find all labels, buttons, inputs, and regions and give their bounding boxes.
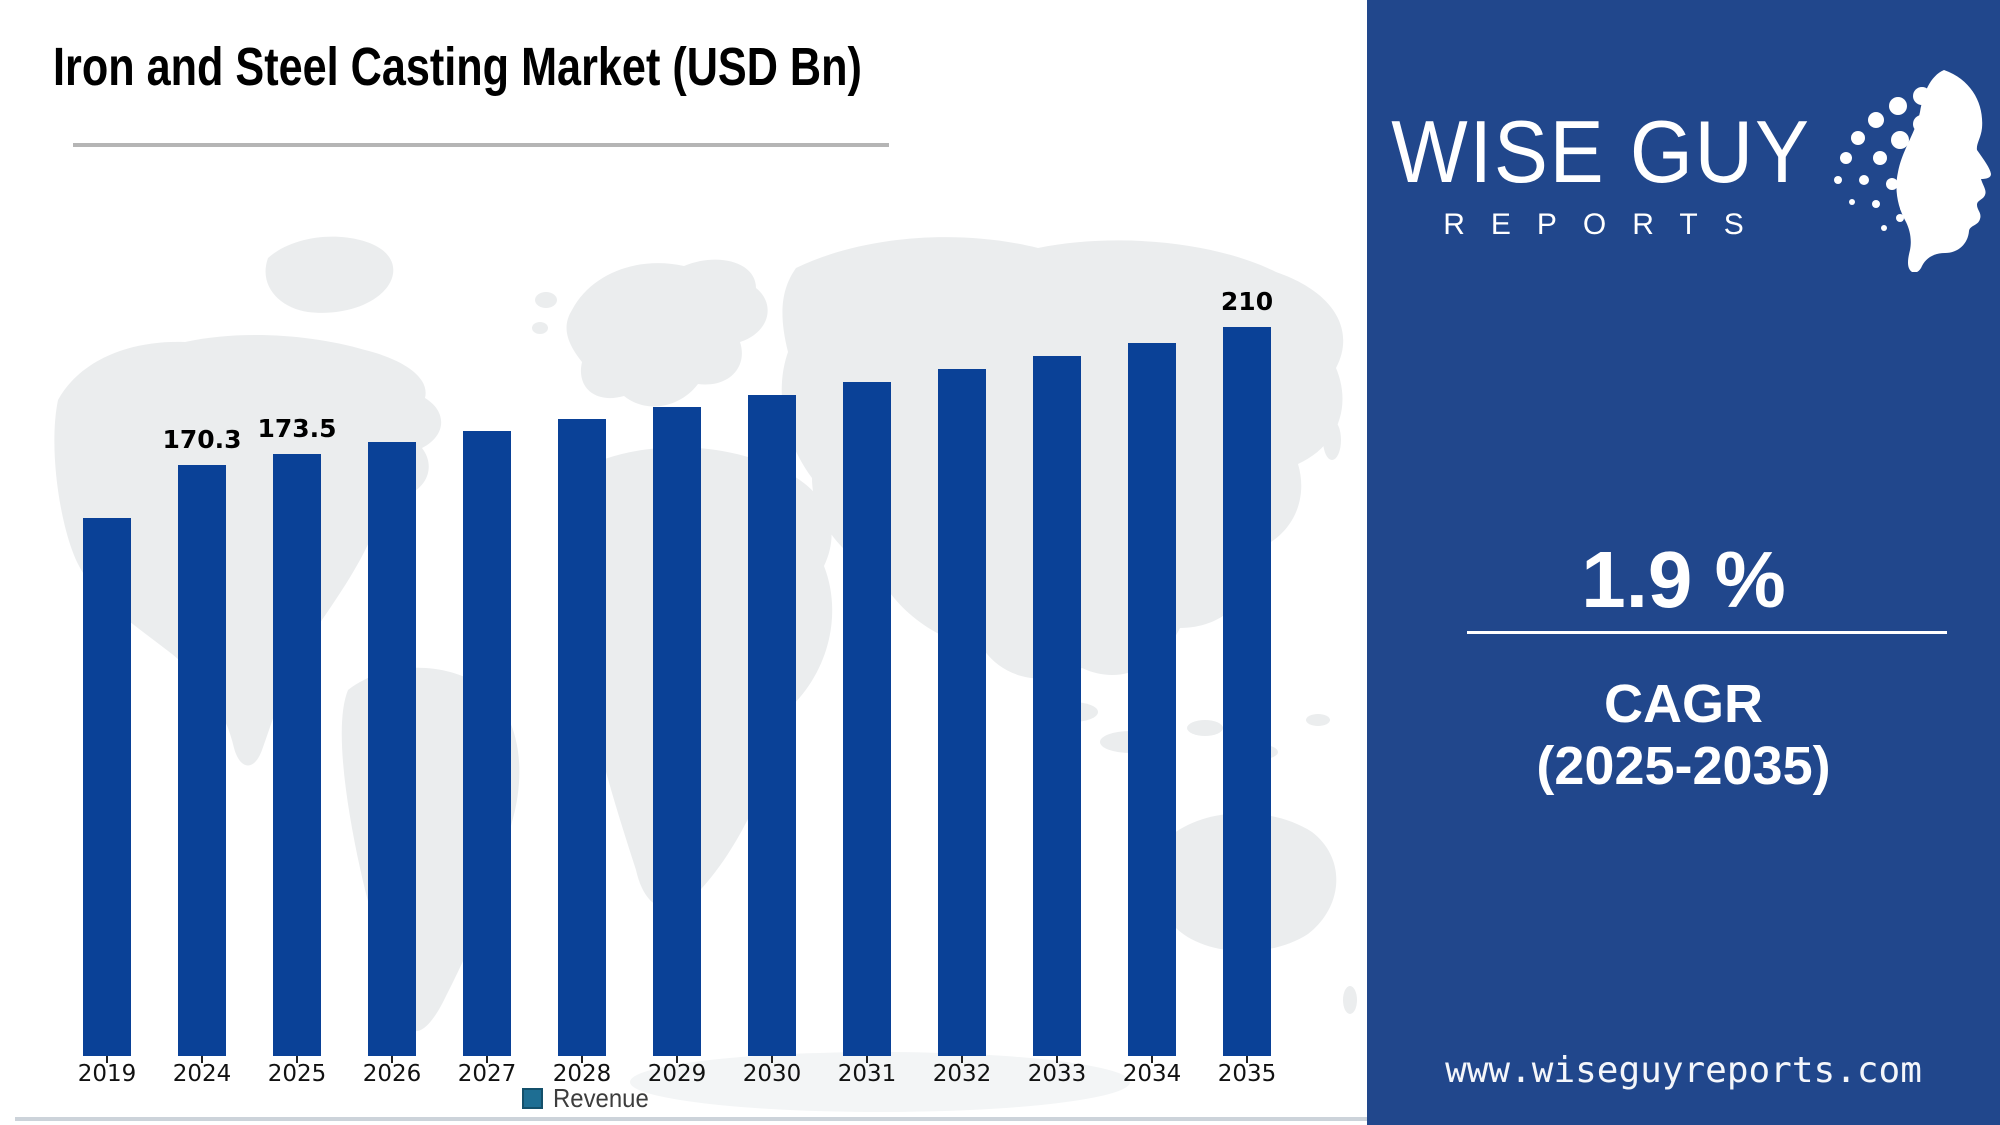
axis-year-label-2024: 2024 bbox=[172, 1061, 232, 1087]
legend-swatch-icon bbox=[522, 1088, 543, 1109]
axis-tick bbox=[1056, 1056, 1058, 1063]
axis-tick bbox=[866, 1056, 868, 1063]
bar-2025 bbox=[273, 454, 321, 1056]
logo-wordmark-line1: WISE GUY bbox=[1391, 102, 1812, 201]
right-panel: WISE GUY REPORTS 1.9 % bbox=[1367, 0, 2000, 1125]
cagr-label: CAGR (2025-2035) bbox=[1367, 674, 2000, 797]
axis-year-label-2034: 2034 bbox=[1122, 1061, 1182, 1087]
bar-2030 bbox=[748, 395, 796, 1056]
axis-tick bbox=[201, 1056, 203, 1063]
bar-value-label-2025: 173.5 bbox=[257, 414, 337, 443]
bar-chart: 2019 170.3 2024 173.5 2025 2026 2027 2028 2029 20… bbox=[77, 287, 1277, 1087]
axis-year-label-2025: 2025 bbox=[267, 1061, 327, 1087]
bar-value-label-2035: 210 bbox=[1220, 287, 1274, 316]
bar-2026 bbox=[368, 442, 416, 1056]
bottom-divider bbox=[15, 1117, 1367, 1121]
axis-year-label-2031: 2031 bbox=[837, 1061, 897, 1087]
logo-wordmark: WISE GUY REPORTS bbox=[1373, 108, 1829, 242]
axis-year-label-2029: 2029 bbox=[647, 1061, 707, 1087]
axis-tick bbox=[1151, 1056, 1153, 1063]
cagr-value: 1.9 % bbox=[1581, 535, 1786, 624]
page-title: Iron and Steel Casting Market (USD Bn) bbox=[53, 37, 862, 97]
bar-2027 bbox=[463, 431, 511, 1056]
cagr-divider bbox=[1467, 631, 1947, 634]
axis-year-label-2030: 2030 bbox=[742, 1061, 802, 1087]
axis-tick bbox=[581, 1056, 583, 1063]
axis-tick bbox=[296, 1056, 298, 1063]
bar-2031 bbox=[843, 382, 891, 1056]
axis-year-label-2032: 2032 bbox=[932, 1061, 992, 1087]
wiseguy-face-icon bbox=[1833, 70, 1991, 272]
bar-2033 bbox=[1033, 356, 1081, 1056]
title-underline bbox=[73, 143, 889, 147]
axis-year-label-2019: 2019 bbox=[77, 1061, 137, 1087]
axis-tick bbox=[771, 1056, 773, 1063]
axis-year-label-2033: 2033 bbox=[1027, 1061, 1087, 1087]
bar-2028 bbox=[558, 419, 606, 1056]
axis-year-label-2027: 2027 bbox=[457, 1061, 517, 1087]
bar-2034 bbox=[1128, 343, 1176, 1056]
axis-year-label-2035: 2035 bbox=[1217, 1061, 1277, 1087]
bar-2024 bbox=[178, 465, 226, 1056]
bar-2032 bbox=[938, 369, 986, 1056]
legend: Revenue bbox=[522, 1083, 657, 1114]
legend-label: Revenue bbox=[553, 1083, 649, 1113]
axis-year-label-2026: 2026 bbox=[362, 1061, 422, 1087]
bar-2019 bbox=[83, 518, 131, 1056]
logo-wordmark-line2: REPORTS bbox=[1443, 208, 1770, 241]
bar-2029 bbox=[653, 407, 701, 1056]
axis-tick bbox=[106, 1056, 108, 1063]
website-url: www.wiseguyreports.com bbox=[1445, 1050, 1922, 1091]
cagr-label-line2: (2025-2035) bbox=[1536, 735, 1831, 796]
cagr-label-line1: CAGR bbox=[1604, 674, 1763, 734]
axis-tick bbox=[676, 1056, 678, 1063]
axis-tick bbox=[391, 1056, 393, 1063]
axis-tick bbox=[486, 1056, 488, 1063]
axis-tick bbox=[961, 1056, 963, 1063]
axis-tick bbox=[1246, 1056, 1248, 1063]
wiseguy-logo: WISE GUY REPORTS bbox=[1367, 62, 2000, 272]
bar-2035 bbox=[1223, 327, 1271, 1056]
bar-value-label-2024: 170.3 bbox=[162, 425, 242, 454]
axis-year-label-2028: 2028 bbox=[552, 1061, 612, 1087]
